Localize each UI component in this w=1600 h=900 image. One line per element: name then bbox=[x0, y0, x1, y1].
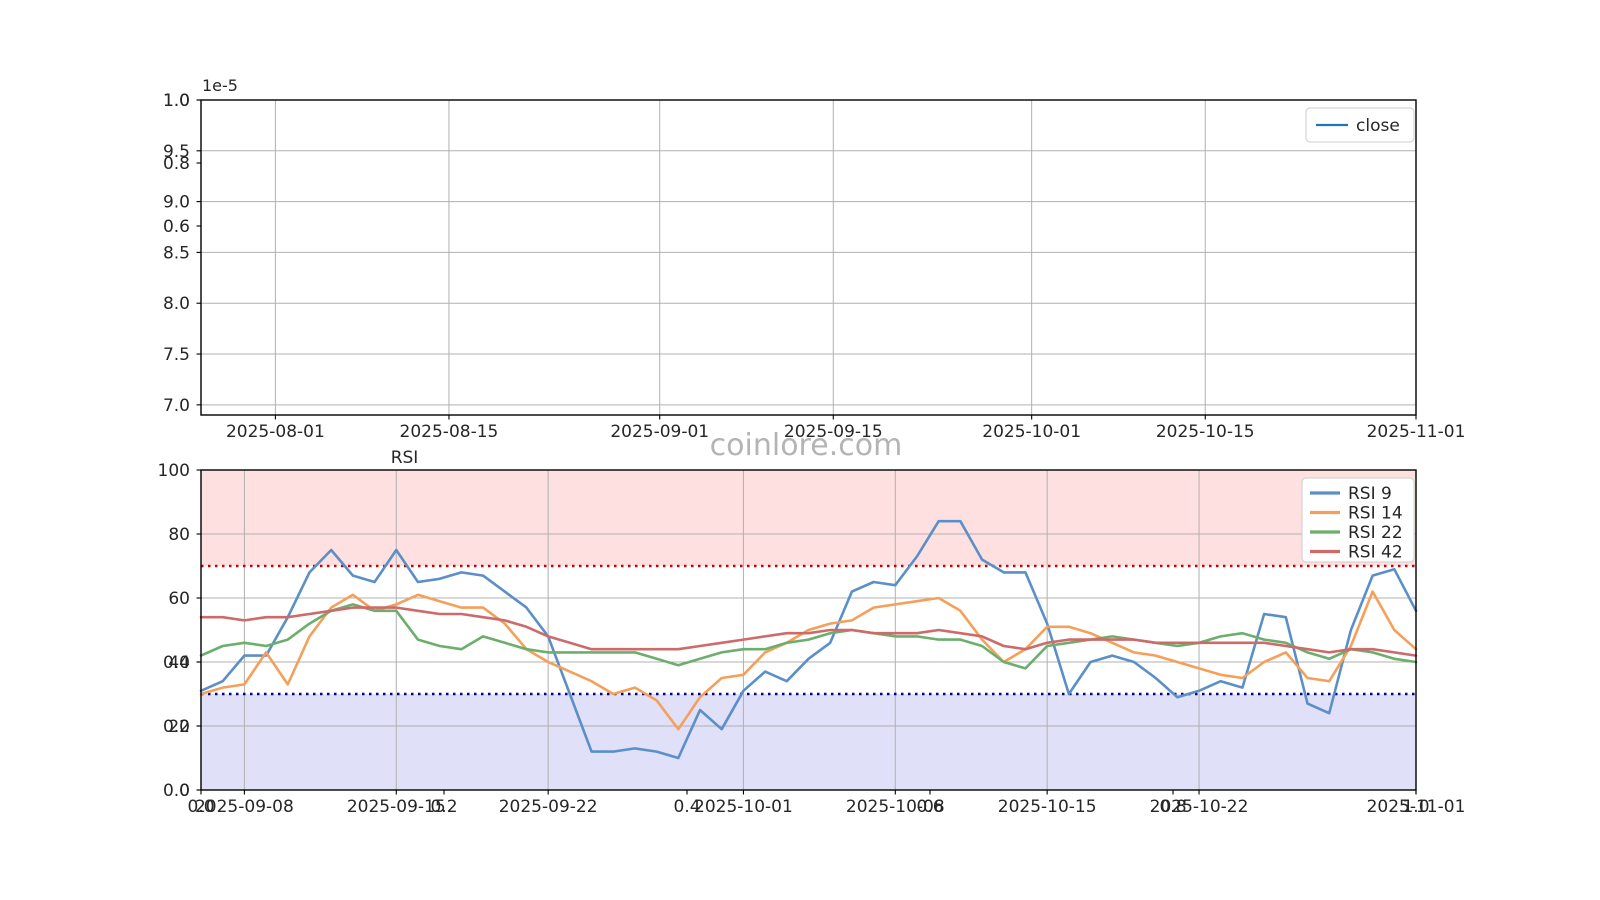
rsi-title: RSI bbox=[391, 448, 419, 468]
price-ytick-label: 8.0 bbox=[163, 294, 190, 314]
rsi-secondary-ytick-label: 0.0 bbox=[163, 781, 190, 801]
price-xtick-label: 2025-09-15 bbox=[784, 422, 883, 442]
rsi-legend-box bbox=[1301, 477, 1415, 563]
price-legend-label-close: close bbox=[1356, 116, 1400, 136]
rsi-gridlines bbox=[201, 470, 1417, 790]
rsi-secondary-xtick-label: 0.4 bbox=[673, 797, 700, 817]
price-xtick-label: 2025-09-01 bbox=[610, 422, 709, 442]
rsi-ytick-label: 100 bbox=[158, 461, 190, 481]
price-xtick-label: 2025-11-01 bbox=[1367, 422, 1466, 442]
rsi-ytick-label: 40 bbox=[168, 653, 190, 673]
rsi-secondary-xtick-label: 0.0 bbox=[187, 797, 214, 817]
rsi-line-rsi-14 bbox=[199, 590, 1418, 731]
rsi-secondary-xtick-label: 0.8 bbox=[1159, 797, 1186, 817]
rsi-legend-label-rsi-9: RSI 9 bbox=[1348, 484, 1392, 504]
rsi-overbought-band bbox=[201, 470, 1416, 566]
price-legend: close bbox=[1305, 107, 1415, 143]
price-ytick-label: 9.5 bbox=[163, 142, 190, 162]
rsi-line-rsi-9 bbox=[199, 519, 1418, 760]
rsi-xtick-label: 2025-10-08 bbox=[846, 797, 945, 817]
rsi-series-group bbox=[199, 519, 1418, 760]
rsi-xtick-label: 2025-09-15 bbox=[347, 797, 446, 817]
price-secondary-ytick-label: 0.6 bbox=[163, 217, 190, 237]
rsi-secondary-ytick-label: 0.2 bbox=[163, 717, 190, 737]
rsi-ytick-labels: 0 20 40 60 80 100 bbox=[158, 461, 201, 801]
price-xtick-label: 2025-08-01 bbox=[226, 422, 325, 442]
rsi-secondary-xtick-label: 1.0 bbox=[1402, 797, 1429, 817]
price-ytick-label: 8.5 bbox=[163, 243, 190, 263]
price-ytick-labels: 7.0 7.5 8.0 8.5 9.0 9.5 1.0 bbox=[163, 91, 201, 416]
price-secondary-ytick-labels: 0.6 0.8 1.0 bbox=[163, 91, 201, 237]
rsi-ytick-label: 60 bbox=[168, 589, 190, 609]
rsi-xtick-label: 2025-10-22 bbox=[1150, 797, 1249, 817]
price-ytick-label: 9.0 bbox=[163, 193, 190, 213]
price-secondary-ytick-label: 1.0 bbox=[163, 91, 190, 111]
rsi-ytick-label: 80 bbox=[168, 525, 190, 545]
rsi-ytick-label: 20 bbox=[168, 717, 190, 737]
price-secondary-ytick-label: 0.8 bbox=[163, 154, 190, 174]
price-axes-frame bbox=[200, 99, 1417, 416]
rsi-xtick-labels: 2025-09-08 2025-09-15 2025-09-22 2025-10-01… bbox=[195, 790, 1465, 817]
price-xtick-label: 2025-10-15 bbox=[1156, 422, 1255, 442]
rsi-secondary-xtick-label: 0.2 bbox=[430, 797, 457, 817]
price-xtick-label: 2025-10-01 bbox=[982, 422, 1081, 442]
rsi-secondary-ytick-label: 0.4 bbox=[163, 653, 190, 673]
price-y-offset-label: 1e-5 bbox=[202, 76, 238, 95]
rsi-xtick-label: 2025-09-22 bbox=[499, 797, 598, 817]
price-ytick-label: 7.5 bbox=[163, 345, 190, 365]
price-ytick-label: 7.0 bbox=[163, 396, 190, 416]
price-plot-background bbox=[201, 100, 1416, 415]
rsi-xtick-label: 2025-09-08 bbox=[195, 797, 294, 817]
rsi-secondary-xtick-labels: 0.0 0.2 0.4 0.6 0.8 1.0 bbox=[187, 790, 1430, 817]
watermark: coinlore.com bbox=[710, 428, 903, 463]
rsi-line-rsi-42 bbox=[199, 606, 1418, 657]
rsi-legend-label-rsi-14: RSI 14 bbox=[1348, 504, 1403, 524]
rsi-oversold-band bbox=[201, 694, 1416, 790]
price-xtick-label: 2025-08-15 bbox=[400, 422, 499, 442]
rsi-line-rsi-22 bbox=[199, 603, 1418, 670]
rsi-secondary-ytick-labels: 0.0 0.2 0.4 bbox=[163, 653, 201, 801]
price-ytick-label: 1.0 bbox=[163, 91, 190, 111]
rsi-legend-label-rsi-22: RSI 22 bbox=[1348, 523, 1403, 543]
rsi-axes-frame bbox=[200, 469, 1417, 791]
rsi-xtick-label: 2025-11-01 bbox=[1367, 797, 1466, 817]
rsi-secondary-xtick-label: 0.6 bbox=[916, 797, 943, 817]
rsi-legend-label-rsi-42: RSI 42 bbox=[1348, 543, 1403, 563]
price-axes: 7.07.58.08.59.09.51.00.60.81.01e-52025-0… bbox=[163, 76, 1465, 442]
price-legend-box bbox=[1305, 107, 1415, 143]
price-xtick-labels: 2025-08-01 2025-08-15 2025-09-01 2025-09-15… bbox=[226, 415, 1465, 442]
rsi-ytick-label: 0 bbox=[179, 781, 190, 801]
rsi-xtick-label: 2025-10-01 bbox=[694, 797, 793, 817]
rsi-xtick-label: 2025-10-15 bbox=[998, 797, 1097, 817]
